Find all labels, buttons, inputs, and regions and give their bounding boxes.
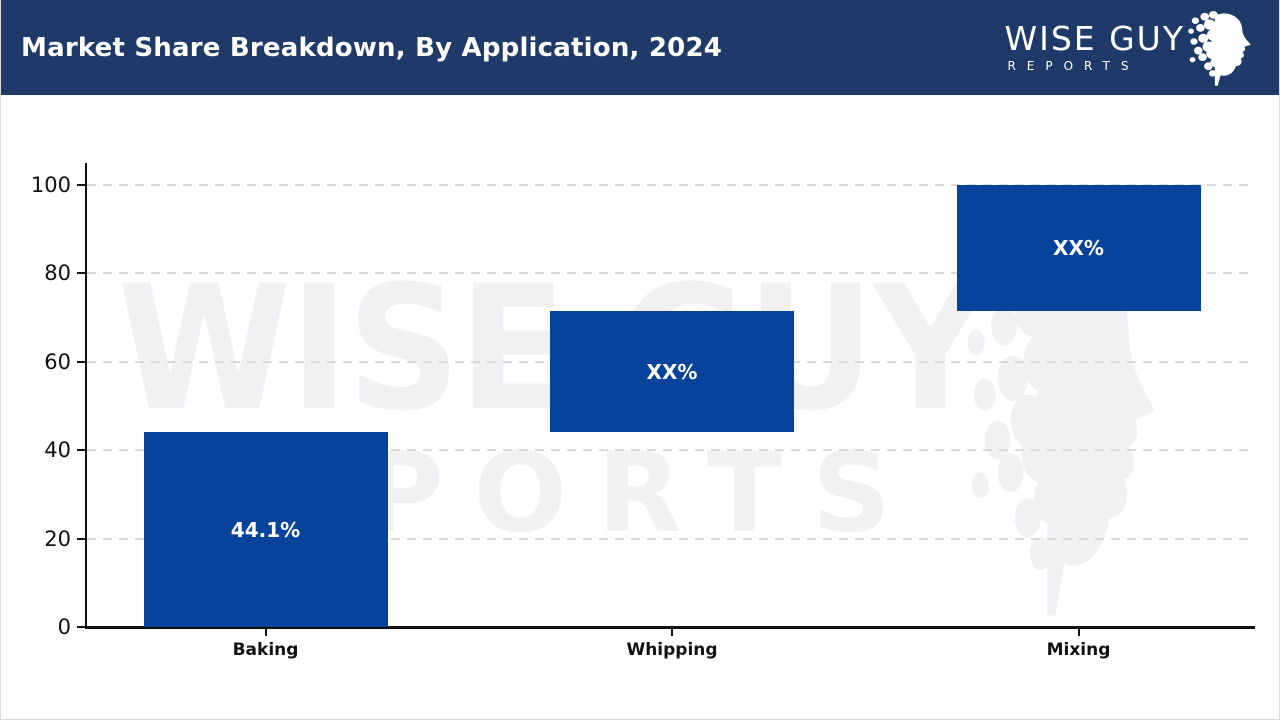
brand-face-icon [1188,10,1251,86]
bar-value-label: XX% [1053,235,1104,260]
grid-line [87,272,1255,275]
bar: XX% [956,185,1201,311]
bar: XX% [550,310,794,433]
y-axis-tick-label: 60 [44,349,71,374]
grid-line [87,449,1255,452]
y-axis-tick [77,626,85,628]
header-bar: Market Share Breakdown, By Application, … [1,0,1279,95]
grid-line [87,537,1255,540]
y-axis-tick-label: 20 [44,526,71,551]
bar: 44.1% [143,432,388,627]
x-axis-line [85,626,1255,629]
bar-value-label: XX% [646,359,698,384]
page-title: Market Share Breakdown, By Application, … [21,32,723,63]
x-axis-category-label: Whipping [626,640,718,660]
y-axis-line [85,163,87,628]
brand-logo: WISE GUY REPORTS [1004,9,1253,87]
y-axis-tick [77,537,85,540]
y-axis-tick-label: 40 [44,438,71,463]
y-axis-tick-label: 0 [57,615,71,639]
brand-name: WISE GUY [1004,19,1185,58]
brand-subname: REPORTS [1007,59,1140,73]
y-axis-tick-label: 100 [30,173,71,197]
y-axis-tick [77,272,85,275]
y-axis-tick-label: 80 [44,261,71,286]
x-axis-category-label: Baking [232,640,299,660]
x-axis-tick [671,629,673,636]
x-axis-category-label: Mixing [1046,640,1111,660]
y-axis-tick [77,360,85,363]
x-axis-tick [1077,629,1080,636]
brand-logo-text: WISE GUY REPORTS [1004,22,1185,73]
bar-value-label: 44.1% [230,517,301,542]
y-axis-tick [77,184,85,186]
x-axis-tick [264,629,267,636]
grid-line [87,184,1255,186]
y-axis-tick [77,449,85,452]
